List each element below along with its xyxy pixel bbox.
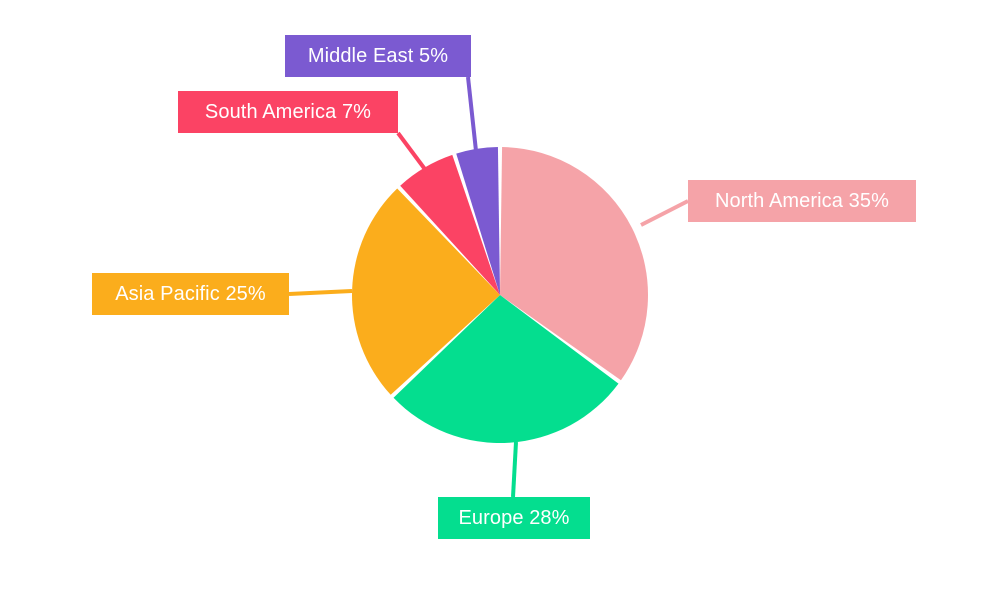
pie-label-middle-east[interactable]: Middle East 5% <box>285 35 471 77</box>
leader-line-europe <box>511 441 518 498</box>
pie-label-text: Asia Pacific 25% <box>115 283 266 305</box>
pie-slice-middle-east[interactable] <box>456 147 500 295</box>
pie-slice-south-america[interactable] <box>400 154 500 295</box>
pie-slice-europe[interactable] <box>393 295 619 444</box>
pie-label-text: North America 35% <box>715 190 889 212</box>
pie-label-north-america[interactable]: North America 35% <box>688 180 916 222</box>
pie-label-text: Europe 28% <box>458 507 570 529</box>
pie-label-text: South America 7% <box>204 101 372 123</box>
pie-slice-asia-pacific[interactable] <box>352 188 500 395</box>
pie-label-europe[interactable]: Europe 28% <box>438 497 590 539</box>
pie-label-south-america[interactable]: South America 7% <box>178 91 398 133</box>
pie-label-asia-pacific[interactable]: Asia Pacific 25% <box>92 273 289 315</box>
leader-line-middle-east <box>466 76 478 152</box>
leader-line-north-america <box>640 199 689 227</box>
pie-label-text: Middle East 5% <box>307 45 449 67</box>
leader-line-asia-pacific <box>288 289 353 296</box>
pie-slice-north-america[interactable] <box>500 147 649 381</box>
pie-slice-group <box>352 147 649 444</box>
